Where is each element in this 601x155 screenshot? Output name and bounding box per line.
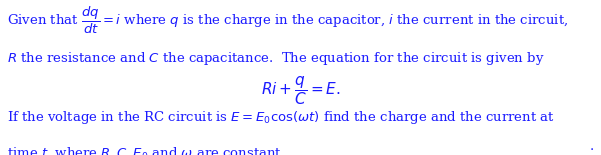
- Text: $R$ the resistance and $C$ the capacitance.  The equation for the circuit is giv: $R$ the resistance and $C$ the capacitan…: [7, 50, 545, 67]
- Text: $Ri + \dfrac{q}{C} = E.$: $Ri + \dfrac{q}{C} = E.$: [261, 74, 340, 107]
- Text: If the voltage in the RC circuit is $E = E_0\cos(\omega t)$ find the charge and : If the voltage in the RC circuit is $E =…: [7, 108, 555, 126]
- Text: Given that $\dfrac{dq}{dt} = i$ where $q$ is the charge in the capacitor, $i$ th: Given that $\dfrac{dq}{dt} = i$ where $q…: [7, 5, 569, 36]
- Text: .: .: [590, 140, 594, 153]
- Text: time $t$, where $R, C, E_0$ and $\omega$ are constant.: time $t$, where $R, C, E_0$ and $\omega$…: [7, 146, 285, 155]
